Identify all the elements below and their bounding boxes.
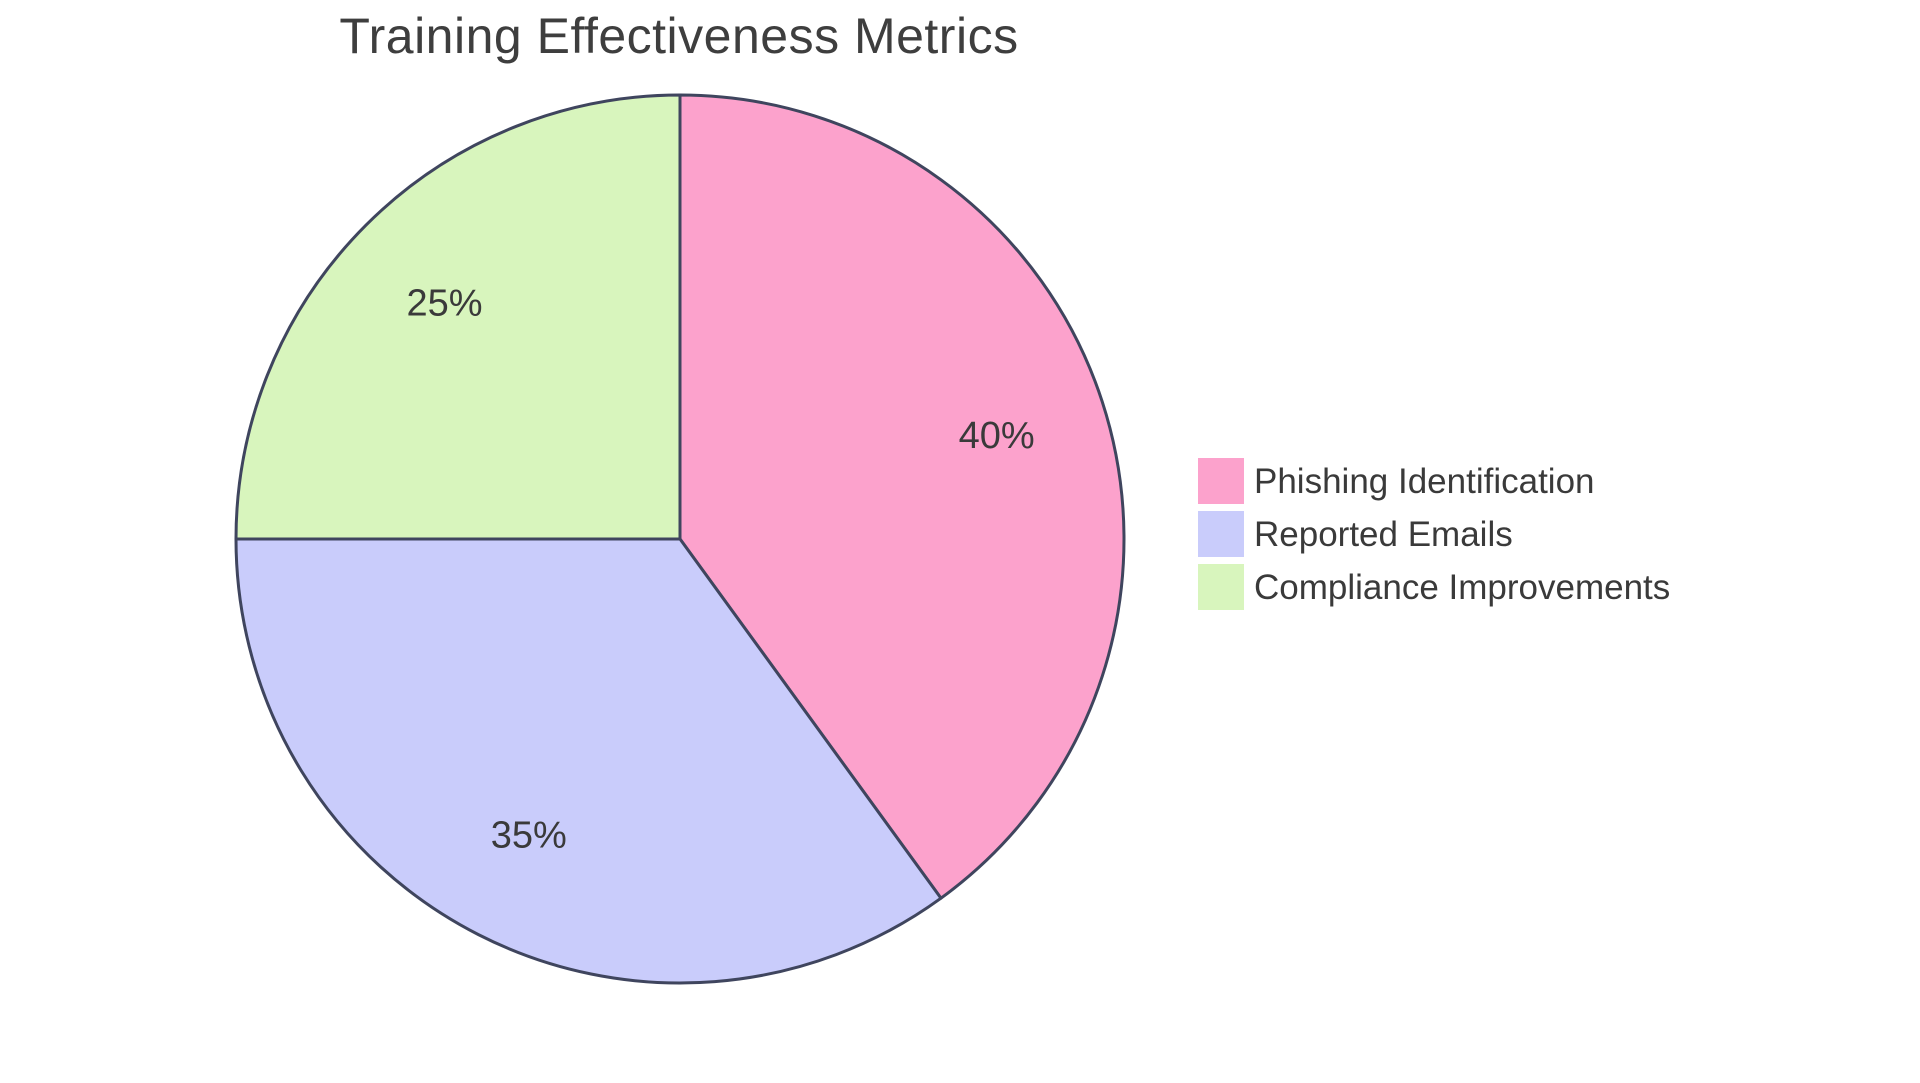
pie-percent-label-compliance-improvements: 25%: [406, 283, 482, 325]
legend: Phishing Identification Reported Emails …: [1198, 458, 1670, 610]
legend-label-compliance-improvements: Compliance Improvements: [1254, 567, 1671, 607]
pie-percent-label-reported-emails: 35%: [491, 815, 567, 857]
legend-item-compliance-improvements: Compliance Improvements: [1198, 564, 1670, 610]
legend-item-reported-emails: Reported Emails: [1198, 511, 1670, 557]
chart-title: Training Effectiveness Metrics: [339, 8, 1019, 64]
legend-swatch-reported-emails-icon: [1198, 511, 1244, 557]
legend-item-phishing-identification: Phishing Identification: [1198, 458, 1670, 504]
legend-swatch-phishing-identification-icon: [1198, 458, 1244, 504]
legend-label-phishing-identification: Phishing Identification: [1254, 461, 1595, 501]
legend-swatch-compliance-improvements-icon: [1198, 564, 1244, 610]
pie-slice-phishing-identification: [678, 93, 1126, 900]
legend-label-reported-emails: Reported Emails: [1254, 514, 1513, 554]
pie-percent-label-phishing-identification: 40%: [959, 415, 1035, 457]
pie-slice-reported-emails: [234, 537, 943, 985]
pie-slice-compliance-improvements: [234, 93, 682, 541]
